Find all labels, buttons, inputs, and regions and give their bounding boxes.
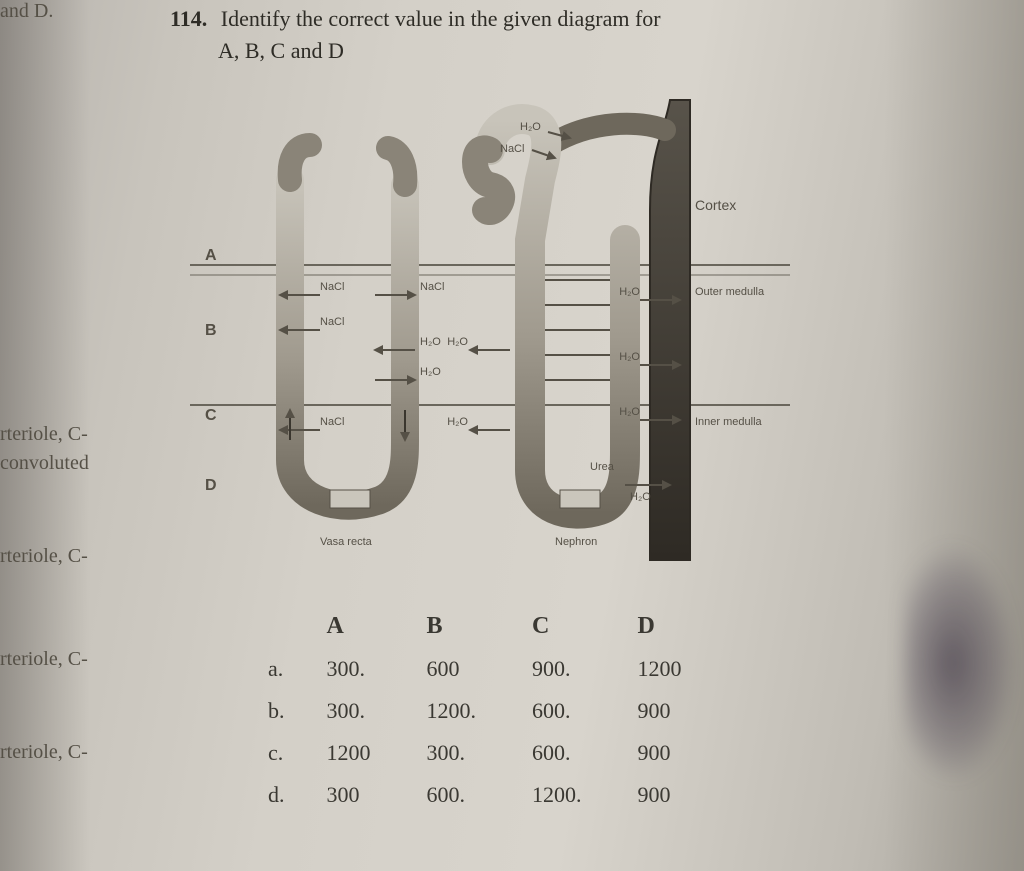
- lbl-h2o-4: H₂O: [447, 416, 468, 428]
- vasa-recta-top: [290, 145, 406, 185]
- side-label-d: D: [205, 477, 217, 494]
- question-header: 114. Identify the correct value in the g…: [170, 6, 661, 64]
- lbl-h2o-top: H₂O: [520, 121, 541, 133]
- opt-d-B: 600.: [399, 774, 505, 816]
- opt-b-C: 600.: [504, 690, 610, 732]
- lbl-nacl-1: NaCl: [320, 281, 344, 293]
- nephron-loop: [490, 119, 625, 514]
- pct-coil: [475, 148, 502, 212]
- col-d: D: [610, 605, 710, 648]
- diagram-svg: A B C D Cortex Outer medulla Inner medul…: [170, 90, 810, 570]
- options-header-row: A B C D: [240, 605, 710, 648]
- left-margin-fragments: and D. rteriole, C- convoluted rteriole,…: [0, 0, 140, 770]
- question-number: 114.: [170, 6, 207, 31]
- options-table: A B C D a. 300. 600 900. 1200 b. 300. 12: [240, 605, 710, 816]
- opt-a-D: 1200: [610, 648, 710, 690]
- col-c: C: [504, 605, 610, 648]
- option-row-c: c. 1200 300. 600. 900: [240, 732, 710, 774]
- opt-a-B: 600: [399, 648, 505, 690]
- lbl-h2o-1: H₂O: [420, 336, 441, 348]
- col-b: B: [399, 605, 505, 648]
- lbl-h2o-8: H₂O: [630, 491, 651, 503]
- lbl-h2o-3: H₂O: [447, 336, 468, 348]
- fragment-and-d: and D.: [0, 0, 140, 23]
- opt-b-A: 300.: [299, 690, 399, 732]
- arrows-left: NaCl NaCl NaCl H₂O H₂O NaCl: [280, 281, 444, 440]
- fragment-arteriole-3: rteriole, C-: [0, 648, 140, 671]
- lbl-h2o-7: H₂O: [619, 406, 640, 418]
- label-vasa-recta: Vasa recta: [320, 536, 373, 548]
- ladder-icon: [545, 280, 610, 380]
- opt-d-D: 900: [610, 774, 710, 816]
- col-a: A: [299, 605, 399, 648]
- lbl-h2o-2: H₂O: [420, 366, 441, 378]
- lbl-nacl-3: NaCl: [320, 316, 344, 328]
- side-label-b: B: [205, 322, 217, 339]
- fragment-convoluted: convoluted: [0, 452, 140, 475]
- collecting-duct: [650, 100, 690, 560]
- opt-b-D: 900: [610, 690, 710, 732]
- opt-c-D: 900: [610, 732, 710, 774]
- option-row-a: a. 300. 600 900. 1200: [240, 648, 710, 690]
- question-text-2: A, B, C and D: [218, 38, 661, 64]
- opt-d-C: 1200.: [504, 774, 610, 816]
- fragment-arteriole-1: rteriole, C-: [0, 423, 140, 446]
- opt-a-A: 300.: [299, 648, 399, 690]
- fragment-arteriole-4: rteriole, C-: [0, 741, 140, 764]
- label-nephron: Nephron: [555, 536, 597, 548]
- lbl-nacl-2: NaCl: [420, 281, 444, 293]
- opt-b-B: 1200.: [399, 690, 505, 732]
- lbl-nacl-4: NaCl: [320, 416, 344, 428]
- lbl-h2o-5: H₂O: [619, 286, 640, 298]
- thumb-shadow: [904, 520, 1024, 780]
- page: and D. rteriole, C- convoluted rteriole,…: [0, 0, 1024, 871]
- option-row-d: d. 300 600. 1200. 900: [240, 774, 710, 816]
- lbl-h2o-6: H₂O: [619, 351, 640, 363]
- lbl-nacl-top: NaCl: [500, 143, 524, 155]
- nephron-diagram: A B C D Cortex Outer medulla Inner medul…: [170, 90, 810, 570]
- opt-d-A: 300: [299, 774, 399, 816]
- dct-bridge: [550, 124, 665, 145]
- label-inner-medulla: Inner medulla: [695, 416, 763, 428]
- label-cortex: Cortex: [695, 197, 736, 213]
- opt-c-C: 600.: [504, 732, 610, 774]
- vasa-recta-loop: [290, 180, 405, 506]
- opt-label: a.: [240, 648, 299, 690]
- opt-label: c.: [240, 732, 299, 774]
- lbl-urea: Urea: [590, 461, 615, 473]
- opt-a-C: 900.: [504, 648, 610, 690]
- question-text-1: Identify the correct value in the given …: [221, 6, 661, 31]
- opt-label: d.: [240, 774, 299, 816]
- label-outer-medulla: Outer medulla: [695, 286, 765, 298]
- opt-c-B: 300.: [399, 732, 505, 774]
- fragment-arteriole-2: rteriole, C-: [0, 545, 140, 568]
- side-label-c: C: [205, 407, 217, 424]
- opt-c-A: 1200: [299, 732, 399, 774]
- option-row-b: b. 300. 1200. 600. 900: [240, 690, 710, 732]
- value-tags: [330, 490, 600, 508]
- opt-label: b.: [240, 690, 299, 732]
- side-label-a: A: [205, 247, 217, 264]
